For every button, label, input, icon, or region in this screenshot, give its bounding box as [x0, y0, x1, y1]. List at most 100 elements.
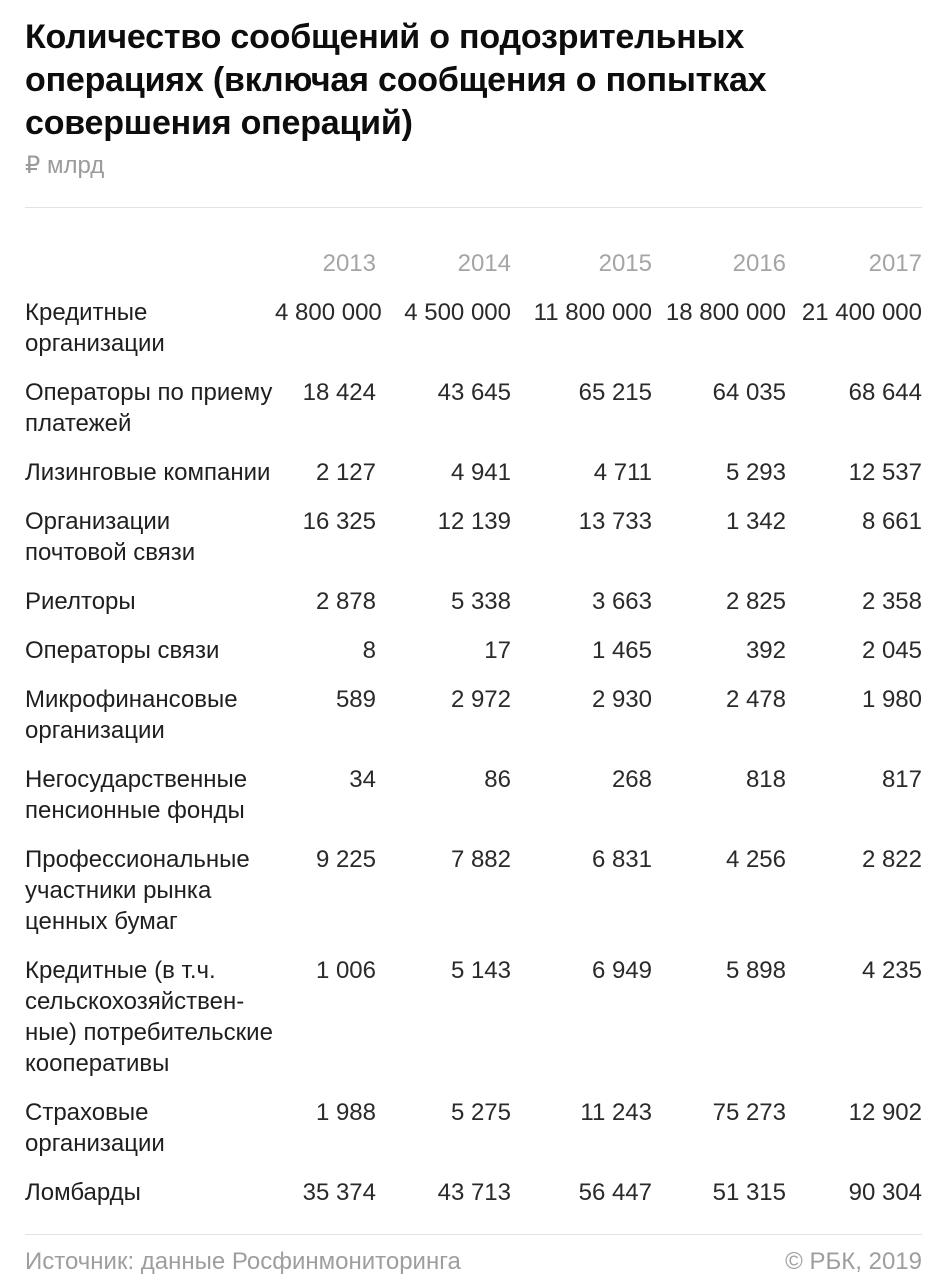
- row-value: 5 338: [450, 588, 511, 615]
- row-value: 90 304: [848, 1179, 922, 1206]
- row-value: 1 342: [725, 508, 786, 535]
- row-value: 12 537: [848, 459, 922, 486]
- row-value: 64 035: [712, 379, 786, 406]
- row-value: 13 733: [578, 508, 652, 535]
- row-value: 1 988: [315, 1099, 376, 1126]
- row-value: 5 143: [450, 957, 511, 984]
- row-value: 56 447: [578, 1179, 652, 1206]
- row-value: 8 661: [861, 508, 922, 535]
- row-value: 68 644: [848, 379, 922, 406]
- table-row: Ломбарды 35 374 43 713 56 447 51 315 90 304: [25, 1159, 922, 1208]
- year-column-header: 2014: [457, 250, 511, 277]
- row-value: 2 045: [861, 637, 922, 664]
- year-column-header: 2015: [598, 250, 652, 277]
- row-label: Микрофинансовые организации: [25, 686, 238, 744]
- table-corner-cell: [25, 208, 275, 279]
- row-value: 2 878: [315, 588, 376, 615]
- row-value: 18 800 000: [665, 299, 786, 326]
- top-divider: [25, 207, 922, 208]
- row-value: 7 882: [450, 846, 511, 873]
- row-value: 2 972: [450, 686, 511, 713]
- row-label: Операторы по приему платежей: [25, 379, 273, 437]
- year-column-header: 2016: [732, 250, 786, 277]
- row-value: 6 949: [591, 957, 652, 984]
- page-footer: Источник: данные Росфинмониторинга © РБК…: [25, 1235, 922, 1287]
- row-value: 75 273: [712, 1099, 786, 1126]
- table-row: Кредитные организации 4 800 000 4 500 000 1…: [25, 279, 922, 359]
- row-value: 43 713: [437, 1179, 511, 1206]
- row-value: 11 800 000: [533, 299, 652, 326]
- row-value: 65 215: [578, 379, 652, 406]
- row-value: 392: [745, 637, 786, 664]
- row-value: 5 293: [725, 459, 786, 486]
- source-label: Источник: данные Росфинмониторинга: [25, 1248, 461, 1275]
- table-row: Организации почтовой связи 16 325 12 139 13…: [25, 488, 922, 568]
- bottom-divider: [25, 1234, 922, 1235]
- row-value: 35 374: [302, 1179, 376, 1206]
- row-value: 2 930: [591, 686, 652, 713]
- row-value: 17: [484, 637, 511, 664]
- table-row: Лизинговые компании 2 127 4 941 4 711 5 293 1…: [25, 439, 922, 488]
- row-value: 43 645: [437, 379, 511, 406]
- row-label: Операторы связи: [25, 637, 220, 664]
- row-value: 4 711: [593, 459, 652, 486]
- table-row: Кредитные (в т.ч. сельскохозяйствен- ные…: [25, 937, 922, 1079]
- row-value: 818: [745, 766, 786, 793]
- row-value: 21 400 000: [801, 299, 922, 326]
- row-label: Негосударственные пенсионные фонды: [25, 766, 248, 824]
- table-row: Риелторы 2 878 5 338 3 663 2 825 2 358: [25, 568, 922, 617]
- row-value: 2 358: [861, 588, 922, 615]
- row-value: 817: [881, 766, 922, 793]
- row-value: 12 902: [848, 1099, 922, 1126]
- row-label: Кредитные (в т.ч. сельскохозяйствен- ные…: [25, 957, 273, 1077]
- row-value: 6 831: [591, 846, 652, 873]
- row-label: Профессиональные участники рынка ценных …: [25, 846, 250, 935]
- page-title: Количество сообщений о подозрительных оп…: [25, 18, 767, 142]
- row-value: 1 006: [315, 957, 376, 984]
- row-value: 8: [362, 637, 376, 664]
- table-row: Операторы связи 8 17 1 465 392 2 045: [25, 617, 922, 666]
- row-value: 86: [484, 766, 511, 793]
- table-row: Страховые организации 1 988 5 275 11 243 75 …: [25, 1079, 922, 1159]
- row-value: 4 941: [450, 459, 511, 486]
- year-column-header: 2017: [868, 250, 922, 277]
- row-label: Организации почтовой связи: [25, 508, 196, 566]
- row-label: Страховые организации: [25, 1099, 165, 1157]
- table-body: Кредитные организации 4 800 000 4 500 000 1…: [25, 279, 922, 1208]
- row-label: Лизинговые компании: [25, 459, 271, 486]
- row-value: 589: [335, 686, 376, 713]
- row-value: 268: [611, 766, 652, 793]
- row-value: 16 325: [302, 508, 376, 535]
- row-value: 4 800 000: [275, 299, 382, 326]
- suspicious-operations-table: 2013 2014 2015 2016 2017 Кредитные организац…: [25, 208, 922, 1208]
- table-row: Профессиональные участники рынка ценных …: [25, 826, 922, 937]
- row-value: 2 825: [725, 588, 786, 615]
- row-value: 1 980: [861, 686, 922, 713]
- year-column-header: 2013: [322, 250, 376, 277]
- table-row: Операторы по приему платежей 18 424 43 645…: [25, 359, 922, 439]
- row-value: 12 139: [437, 508, 511, 535]
- table-row: Микрофинансовые организации 589 2 972 2 930…: [25, 666, 922, 746]
- row-value: 51 315: [712, 1179, 786, 1206]
- row-value: 3 663: [591, 588, 652, 615]
- unit-label: ₽ млрд: [25, 152, 105, 179]
- table-row: Негосударственные пенсионные фонды 34 86 26…: [25, 746, 922, 826]
- row-value: 1 465: [591, 637, 652, 664]
- row-value: 2 822: [861, 846, 922, 873]
- row-value: 4 235: [861, 957, 922, 984]
- row-value: 18 424: [302, 379, 376, 406]
- row-value: 2 127: [315, 459, 376, 486]
- row-label: Ломбарды: [25, 1179, 141, 1206]
- row-value: 11 243: [580, 1099, 652, 1126]
- row-value: 9 225: [315, 846, 376, 873]
- row-value: 4 256: [725, 846, 786, 873]
- copyright-label: © РБК, 2019: [785, 1248, 922, 1275]
- row-value: 4 500 000: [404, 299, 511, 326]
- row-label: Риелторы: [25, 588, 136, 615]
- row-value: 34: [349, 766, 376, 793]
- table-header-row: 2013 2014 2015 2016 2017: [25, 208, 922, 279]
- row-label: Кредитные организации: [25, 299, 165, 357]
- row-value: 5 275: [450, 1099, 511, 1126]
- row-value: 2 478: [725, 686, 786, 713]
